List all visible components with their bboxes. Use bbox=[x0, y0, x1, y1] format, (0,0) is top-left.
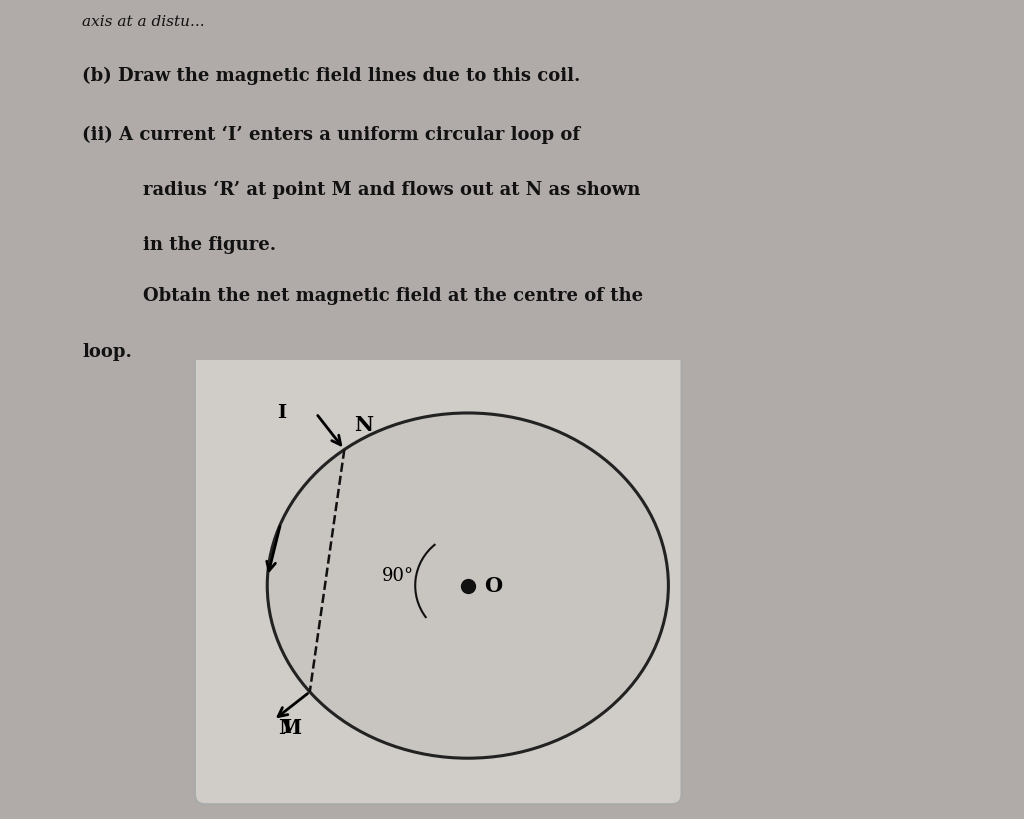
Text: N: N bbox=[354, 414, 374, 435]
Text: I: I bbox=[278, 405, 287, 423]
FancyBboxPatch shape bbox=[195, 351, 682, 804]
Text: loop.: loop. bbox=[82, 342, 132, 360]
Text: (b) Draw the magnetic field lines due to this coil.: (b) Draw the magnetic field lines due to… bbox=[82, 66, 581, 84]
Ellipse shape bbox=[267, 413, 669, 758]
Text: (ii) A current ‘I’ enters a uniform circular loop of: (ii) A current ‘I’ enters a uniform circ… bbox=[82, 125, 580, 143]
Text: radius ‘R’ at point M and flows out at N as shown: radius ‘R’ at point M and flows out at N… bbox=[143, 181, 641, 199]
Text: I: I bbox=[282, 719, 291, 737]
Text: in the figure.: in the figure. bbox=[143, 236, 276, 254]
Text: O: O bbox=[484, 576, 503, 595]
Text: M: M bbox=[279, 718, 301, 738]
Text: 90°: 90° bbox=[382, 567, 415, 585]
Text: axis at a distu...: axis at a distu... bbox=[82, 15, 205, 29]
Text: Obtain the net magnetic field at the centre of the: Obtain the net magnetic field at the cen… bbox=[143, 287, 643, 305]
